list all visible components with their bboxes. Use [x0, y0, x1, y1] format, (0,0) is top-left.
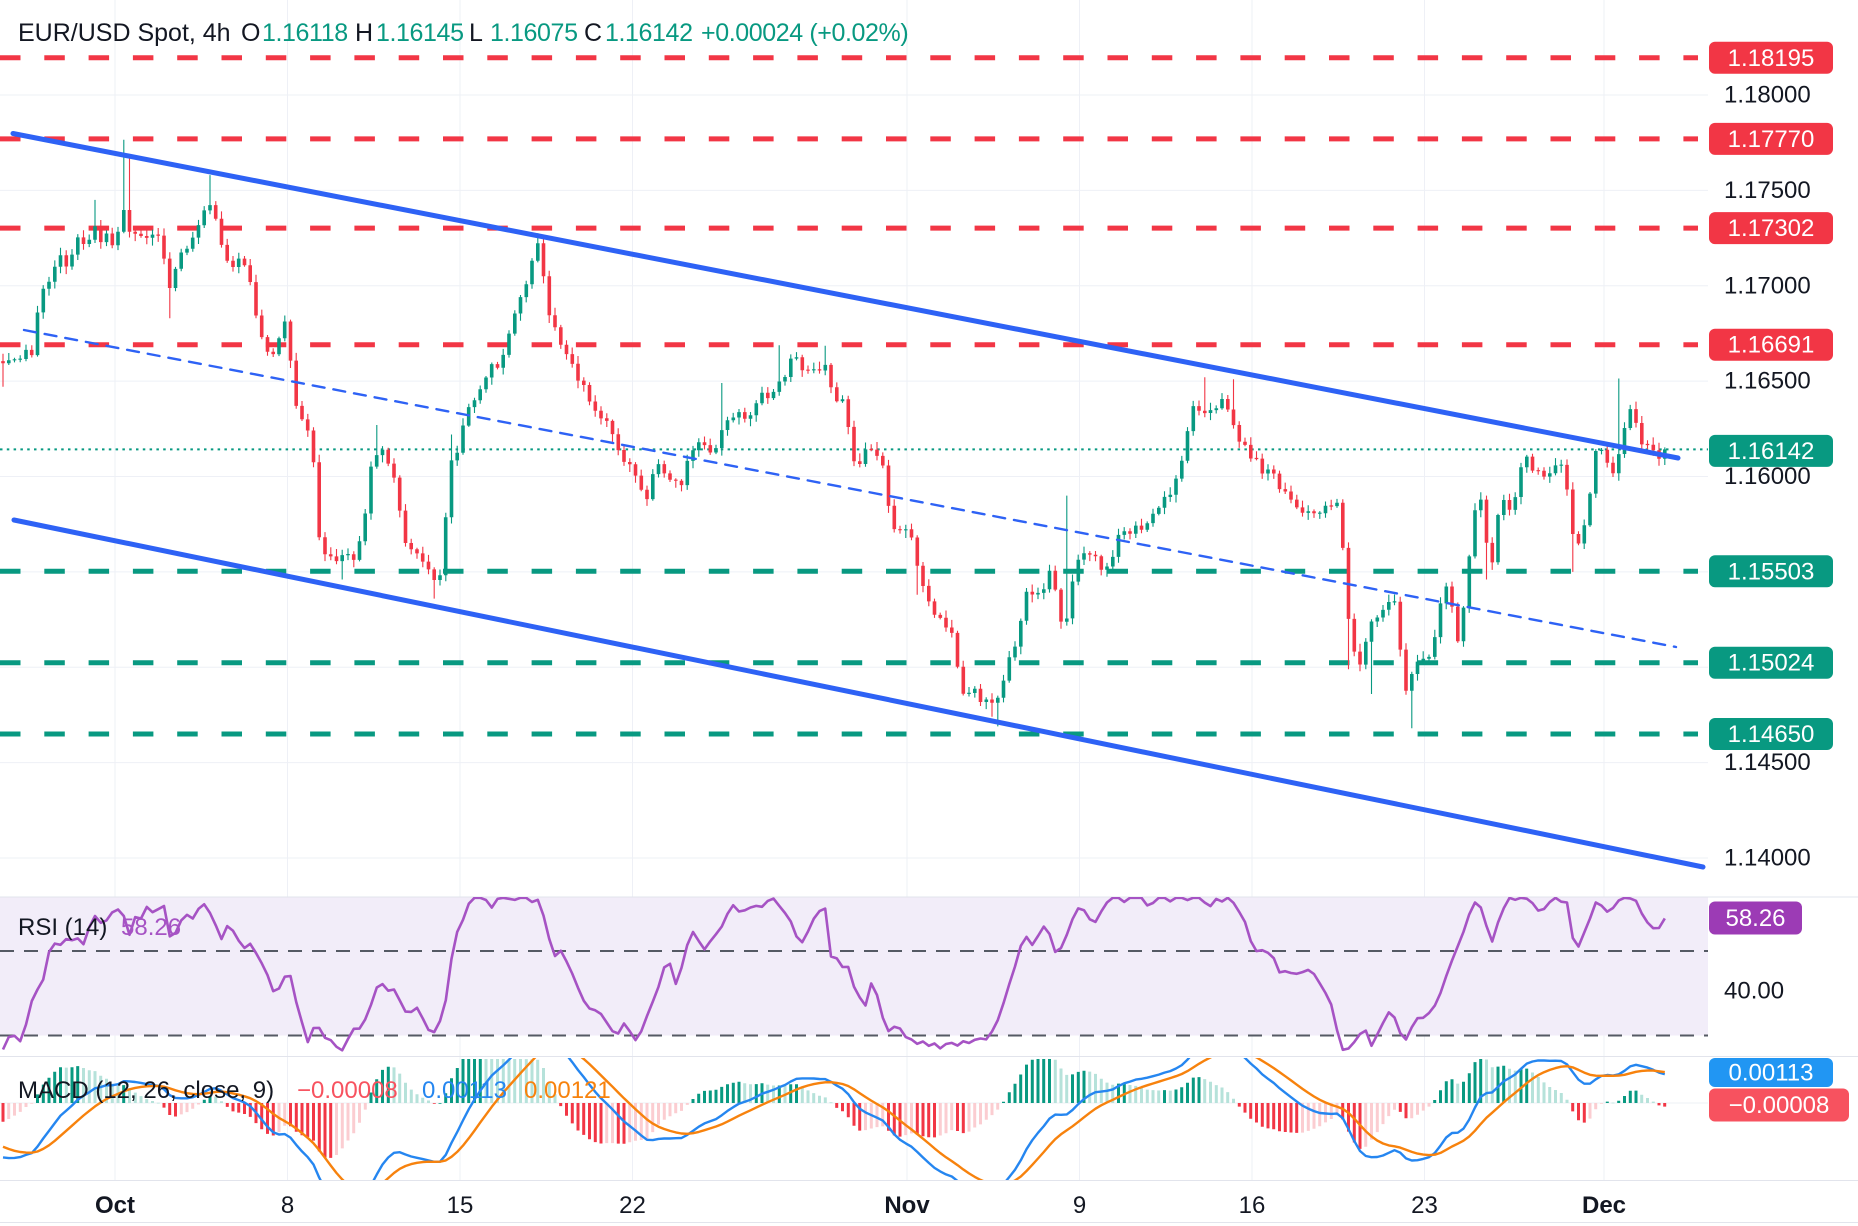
- svg-text:1.14650: 1.14650: [1728, 721, 1815, 748]
- svg-text:0.00113: 0.00113: [1729, 1060, 1814, 1087]
- svg-text:Dec: Dec: [1582, 1192, 1626, 1219]
- svg-text:1.17302: 1.17302: [1728, 215, 1815, 242]
- svg-text:23: 23: [1411, 1192, 1438, 1219]
- svg-text:−0.00008: −0.00008: [1729, 1092, 1830, 1119]
- svg-text:1.17500: 1.17500: [1724, 177, 1811, 204]
- svg-text:1.16118: 1.16118: [262, 19, 348, 47]
- svg-text:C: C: [584, 19, 602, 47]
- svg-text:L: L: [469, 19, 483, 47]
- svg-text:1.14000: 1.14000: [1724, 845, 1811, 872]
- svg-text:MACD (12, 26, close, 9): MACD (12, 26, close, 9): [18, 1077, 274, 1104]
- svg-text:1.16691: 1.16691: [1728, 332, 1815, 359]
- svg-text:1.16000: 1.16000: [1724, 463, 1811, 490]
- svg-text:1.16142: 1.16142: [1728, 438, 1815, 465]
- svg-text:16: 16: [1239, 1192, 1266, 1219]
- svg-text:H: H: [355, 19, 373, 47]
- svg-text:1.15503: 1.15503: [1728, 558, 1815, 585]
- svg-text:1.17770: 1.17770: [1728, 126, 1815, 153]
- svg-text:0.00113: 0.00113: [422, 1077, 507, 1104]
- svg-text:O: O: [241, 19, 260, 47]
- svg-text:1.14500: 1.14500: [1724, 749, 1811, 776]
- svg-text:1.17000: 1.17000: [1724, 272, 1811, 299]
- svg-text:58.26: 58.26: [1725, 905, 1785, 932]
- svg-text:40.00: 40.00: [1724, 978, 1784, 1005]
- svg-text:−0.00008: −0.00008: [297, 1077, 398, 1104]
- svg-text:+0.00024 (+0.02%): +0.00024 (+0.02%): [701, 19, 908, 47]
- svg-text:Oct: Oct: [95, 1192, 135, 1219]
- svg-text:58.26: 58.26: [121, 914, 181, 941]
- svg-text:1.16075: 1.16075: [490, 19, 578, 47]
- svg-text:1.16142: 1.16142: [605, 19, 693, 47]
- svg-text:RSI (14): RSI (14): [18, 914, 107, 941]
- svg-text:8: 8: [281, 1192, 294, 1219]
- svg-text:Nov: Nov: [884, 1192, 930, 1219]
- svg-text:0.00121: 0.00121: [524, 1077, 611, 1104]
- svg-text:1.18000: 1.18000: [1724, 82, 1811, 109]
- svg-text:1.18195: 1.18195: [1728, 45, 1815, 72]
- svg-text:9: 9: [1073, 1192, 1086, 1219]
- svg-text:15: 15: [447, 1192, 474, 1219]
- svg-text:EUR/USD Spot, 4h: EUR/USD Spot, 4h: [18, 19, 231, 47]
- svg-text:1.15024: 1.15024: [1728, 650, 1815, 677]
- svg-text:1.16145: 1.16145: [376, 19, 464, 47]
- svg-text:1.16500: 1.16500: [1724, 368, 1811, 395]
- svg-text:22: 22: [619, 1192, 646, 1219]
